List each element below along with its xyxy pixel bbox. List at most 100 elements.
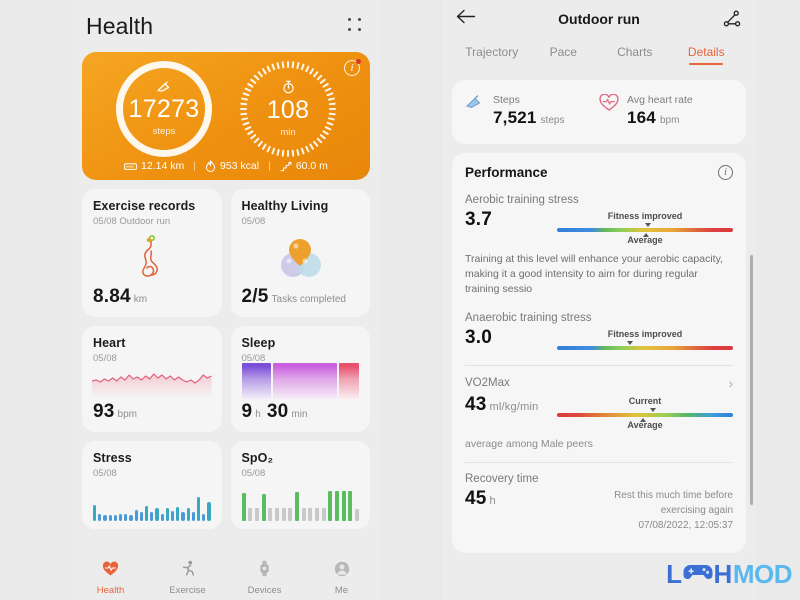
vo2max-gauge-bar	[557, 407, 733, 422]
minutes-unit: min	[280, 126, 296, 138]
card-subtitle: 05/08	[241, 353, 266, 364]
runner-icon	[180, 560, 196, 582]
exercise-records-card[interactable]: Exercise records 05/08 Outdoor run 8.84	[82, 189, 222, 317]
nav-label: Devices	[247, 585, 282, 596]
sleep-card[interactable]: Sleep 05/08 9 h 30 min	[230, 326, 370, 432]
steps-value: 17273	[128, 95, 200, 124]
balloon-circles-icon	[242, 229, 360, 285]
watermark-part1: L	[666, 559, 682, 589]
grid-dots-icon[interactable]	[348, 18, 364, 34]
card-value-row: 8.84 km	[93, 286, 147, 308]
outdoor-run-header: Outdoor run	[442, 0, 756, 38]
right-phone-screen: Outdoor run Trajectory Pace Charts Detai…	[442, 0, 756, 600]
vertical-scrollbar[interactable]	[750, 255, 753, 505]
minutes-ring: 108 min	[240, 61, 336, 157]
tasks-value: 2/5	[241, 286, 269, 307]
recovery-label: Recovery time	[465, 472, 539, 485]
anaerobic-value: 3.0	[465, 326, 493, 348]
recovery-note-line1: Rest this much time before	[614, 489, 733, 501]
stat-separator: |	[193, 160, 196, 172]
tab-details[interactable]: Details	[671, 45, 743, 65]
flame-icon	[205, 160, 216, 172]
back-arrow-icon[interactable]	[456, 9, 478, 29]
distance-icon	[124, 162, 137, 171]
nav-item-exercise[interactable]: Exercise	[149, 560, 226, 596]
cards-row-3: Stress 05/08 SpO₂ 05/08	[82, 441, 370, 529]
shoe-icon	[156, 81, 173, 95]
distance-text: 12.14 km	[141, 160, 185, 172]
distance-stat: 12.14 km	[124, 160, 184, 172]
heart-rate-unit: bpm	[659, 115, 680, 126]
info-icon[interactable]: i	[344, 59, 361, 76]
heart-rate-value: 164	[627, 108, 656, 127]
spo2-card[interactable]: SpO₂ 05/08	[230, 441, 370, 529]
vo2max-metric[interactable]: VO2Max › 43 ml/kg/min Current	[465, 376, 733, 450]
sleep-bars-chart	[241, 363, 360, 399]
tasks-unit: Tasks completed	[271, 294, 346, 305]
healthy-living-card[interactable]: Healthy Living 05/08 2/5	[230, 189, 370, 317]
vo2max-unit: ml/kg/min	[489, 400, 539, 413]
aerobic-gauge: Fitness improved Average	[557, 209, 733, 245]
card-value-row: 93 bpm	[93, 401, 137, 423]
exercise-distance-unit: km	[133, 294, 148, 305]
recovery-note-block: Rest this much time before exercising ag…	[557, 488, 733, 533]
recovery-value-row: 45 h	[465, 488, 557, 510]
anaerobic-gauge-top-label: Fitness improved	[607, 328, 683, 339]
stat-separator-2: |	[268, 160, 271, 172]
screen-title: Outdoor run	[558, 11, 640, 27]
aerobic-average-marker	[643, 233, 650, 237]
card-title: Exercise records	[93, 199, 196, 213]
heart-icon	[599, 93, 619, 117]
sleep-minutes-value: 30	[266, 401, 289, 422]
recovery-value: 45	[465, 487, 487, 509]
vo2max-gauge-top-label: Current	[628, 395, 662, 406]
recovery-metric: Recovery time 45 h Rest this much time be…	[465, 473, 733, 533]
tab-charts[interactable]: Charts	[617, 45, 653, 59]
aerobic-gauge-bottom-label: Average	[627, 235, 663, 245]
card-title: Heart	[93, 336, 126, 350]
card-title: SpO₂	[241, 451, 274, 465]
aerobic-label: Aerobic training stress	[465, 194, 579, 206]
nav-label: Exercise	[169, 585, 206, 596]
anaerobic-label: Anaerobic training stress	[465, 311, 592, 324]
watermark-part2: H	[713, 559, 733, 589]
nav-item-me[interactable]: Me	[303, 561, 380, 596]
card-subtitle: 05/08 Outdoor run	[93, 216, 171, 227]
heart-card[interactable]: Heart 05/08 93	[82, 326, 222, 432]
performance-title: Performance	[465, 165, 548, 180]
performance-card: Performance i Aerobic training stress 3.…	[452, 153, 746, 553]
vo2max-note: average among Male peers	[465, 437, 593, 450]
heart-line-chart	[90, 364, 214, 398]
nav-item-devices[interactable]: Devices	[226, 560, 303, 596]
card-title: Sleep	[241, 336, 276, 350]
activity-hero-card[interactable]: i 17273 steps	[82, 52, 370, 180]
stress-card[interactable]: Stress 05/08	[82, 441, 222, 529]
anaerobic-current-marker	[627, 340, 634, 345]
exercise-distance-value: 8.84	[93, 286, 131, 307]
detail-tabs: Trajectory Pace Charts Details	[442, 38, 756, 72]
nav-label: Health	[96, 584, 125, 596]
sleep-hours-unit: h	[255, 409, 261, 420]
card-subtitle: 05/08	[241, 216, 266, 227]
aerobic-current-marker	[645, 223, 651, 227]
info-icon[interactable]: i	[718, 165, 733, 180]
steps-label: Steps	[493, 94, 520, 106]
floors-text: 60.0 m	[295, 160, 328, 172]
tab-pace[interactable]: Pace	[549, 45, 577, 59]
recovery-unit: h	[489, 494, 496, 507]
left-gutter	[0, 0, 72, 600]
chevron-right-icon[interactable]: ›	[728, 375, 733, 391]
nav-item-health[interactable]: Health	[72, 561, 149, 596]
vo2max-value: 43	[465, 393, 487, 415]
recovery-note-line2: exercising again	[660, 504, 733, 516]
calories-stat: 953 kcal	[205, 160, 259, 172]
tab-trajectory[interactable]: Trajectory	[465, 45, 519, 59]
cards-row-2: Heart 05/08 93	[82, 326, 370, 432]
heart-rate-unit: bpm	[117, 409, 137, 420]
heart-rate-summary: Avg heart rate 164 bpm	[599, 93, 733, 128]
route-map-icon	[93, 229, 211, 285]
share-icon[interactable]	[720, 10, 742, 28]
gamepad-icon	[683, 559, 713, 590]
divider-2	[465, 461, 733, 463]
